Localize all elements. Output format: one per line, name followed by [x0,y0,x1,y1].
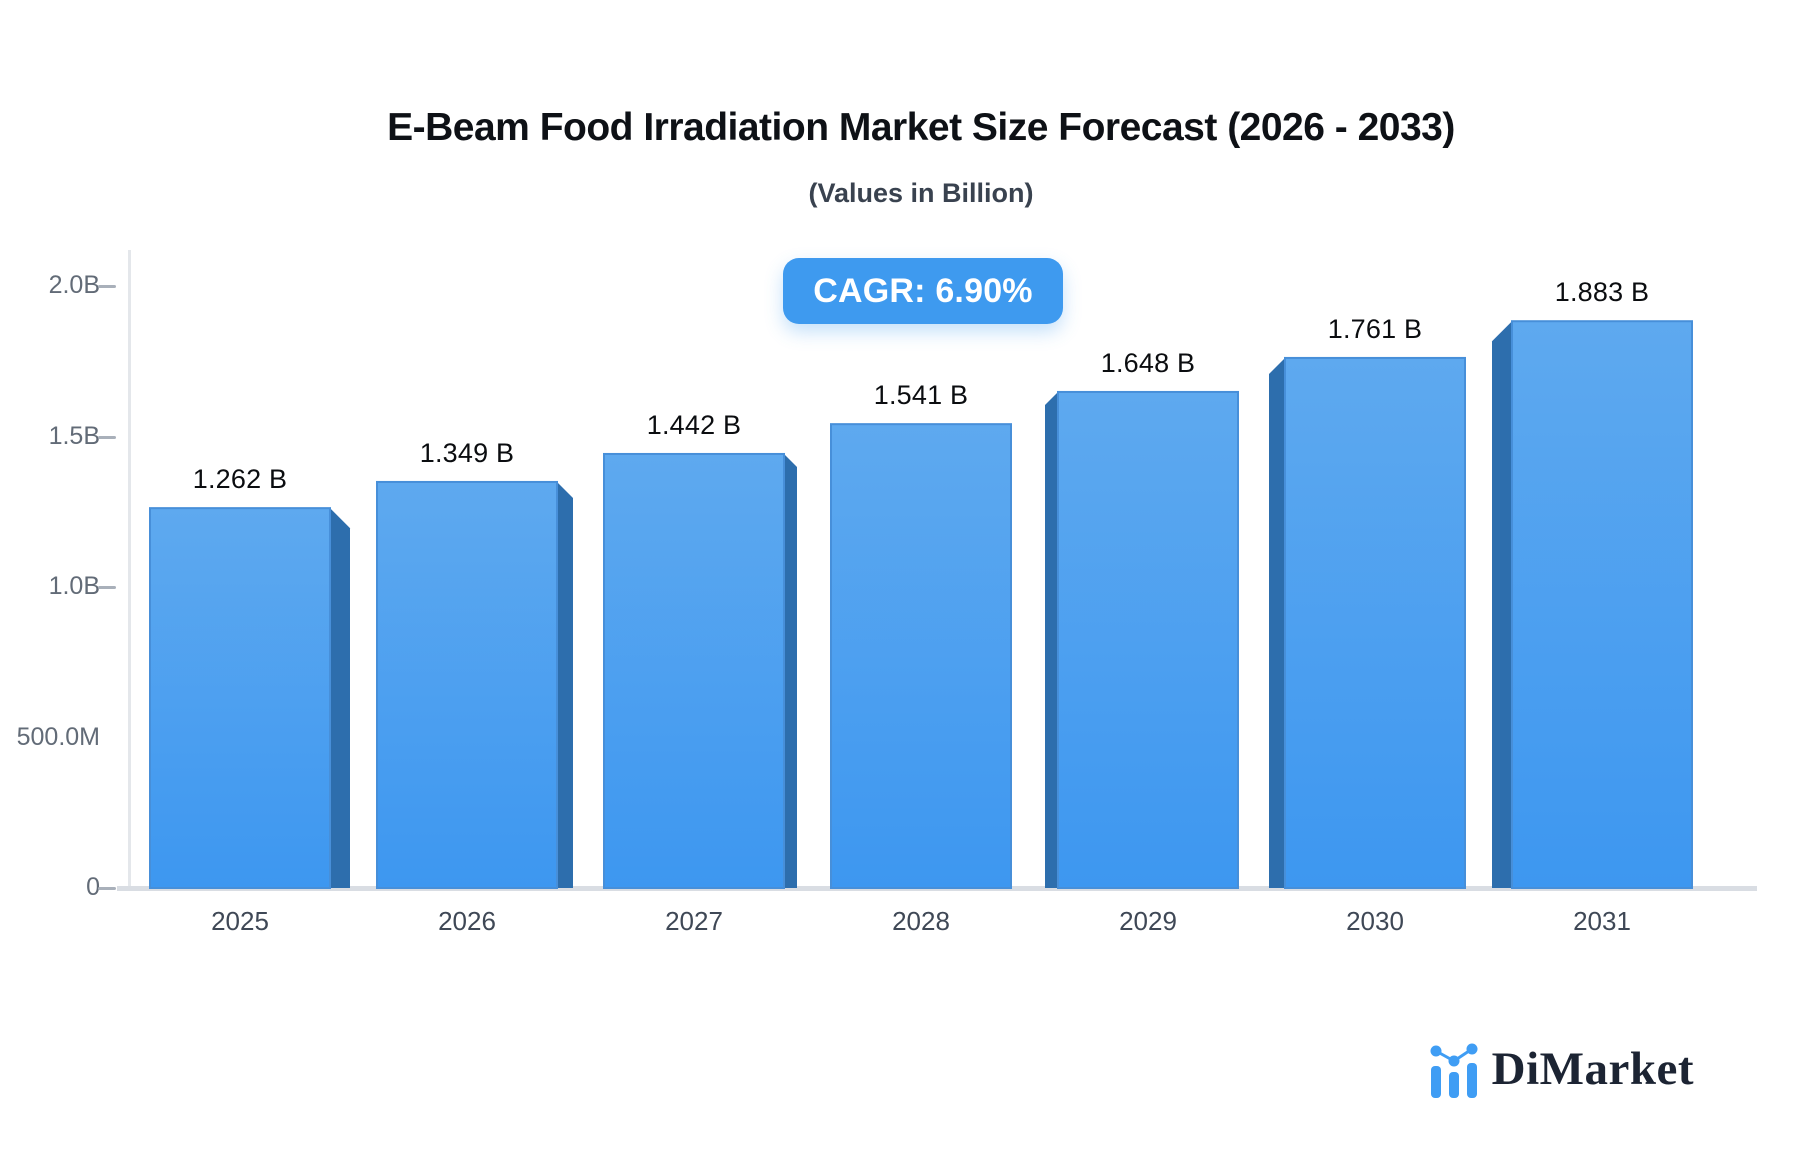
x-tick-label: 2028 [892,906,950,936]
y-tick-label: 1.0B [48,572,100,600]
bar-value-label: 1.648 B [1100,347,1196,378]
bar-2026 [376,480,558,889]
cagr-badge: CAGR: 6.90% [783,258,1063,324]
dimarket-logo-text: DiMarket [1491,1043,1694,1095]
y-tick-dash [98,586,116,589]
x-tick-label: 2029 [1119,906,1177,936]
bar-value-label: 1.761 B [1327,313,1423,344]
bar-side [784,453,797,888]
bar-side [1492,321,1512,888]
bar-value-label: 1.442 B [646,409,742,440]
bar-side [1269,357,1285,889]
y-tick-label: 500.0M [16,722,100,751]
y-axis-line [128,250,131,890]
y-tick-dash [98,435,116,439]
bar-2025 [149,507,331,889]
x-tick-label: 2027 [665,906,723,936]
bar-value-label: 1.349 B [419,437,515,468]
bar-2030 [1284,356,1466,889]
x-tick-label: 2030 [1346,906,1404,936]
y-tick-label: 2.0B [48,271,100,299]
x-tick-label: 2026 [438,906,496,936]
bar-side [557,481,573,888]
bar-value-label: 1.262 B [192,464,288,495]
bar-value-label: 1.883 B [1554,277,1650,308]
y-tick-dash [98,285,116,288]
dimarket-logo: DiMarket [1429,1038,1694,1100]
bar-value-label: 1.541 B [873,380,969,411]
bar-2029 [1057,390,1239,889]
bar-side [330,508,350,888]
page-title: E-Beam Food Irradiation Market Size Fore… [387,106,1455,149]
bar-2031 [1511,320,1693,890]
bar-2027 [603,452,785,889]
x-tick-label: 2025 [211,906,269,936]
x-tick-label: 2031 [1573,906,1631,936]
y-tick-label: 0 [86,873,100,901]
bar-2028 [830,423,1012,889]
dimarket-logo-icon [1430,1043,1478,1098]
y-tick-dash [98,887,116,890]
page-subtitle: (Values in Billion) [808,178,1034,208]
y-tick-label: 1.5B [48,421,100,450]
bar-side [1045,391,1058,888]
cagr-badge-label: CAGR: 6.90% [813,271,1033,310]
